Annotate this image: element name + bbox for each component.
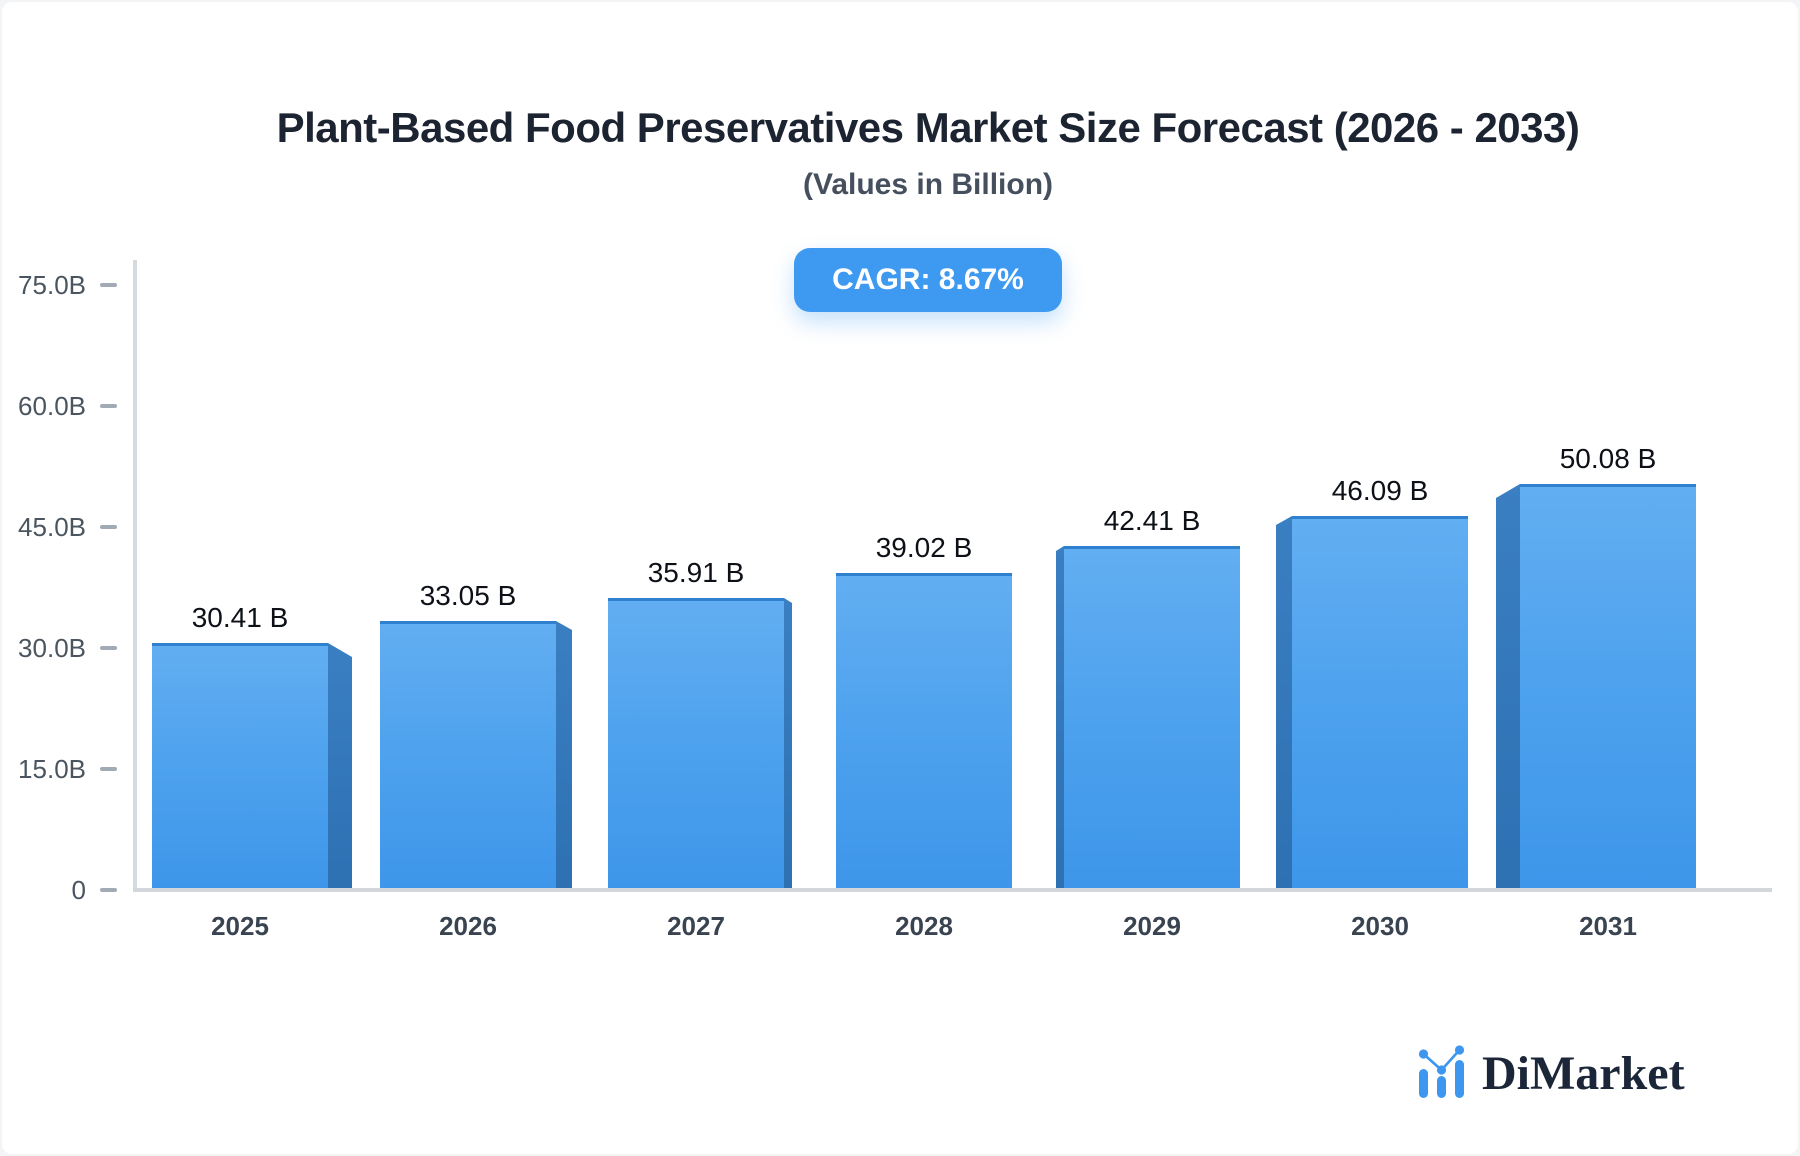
bar-2030[interactable] [1292,516,1468,888]
dimarket-logo[interactable]: DiMarket [1416,1040,1746,1100]
x-axis-label-2025: 2025 [211,911,269,941]
bar-value-label: 50.08 B [1559,443,1657,474]
bar-top-edge [1520,484,1696,487]
bar-value-label: 30.41 B [191,602,289,633]
bar-top-edge [608,598,784,601]
y-axis-tick-mark [100,404,117,408]
y-axis-tick-mark [100,283,117,287]
y-axis-tick-mark [100,767,117,771]
bar-value-label: 46.09 B [1331,475,1429,506]
bar-2028[interactable] [836,573,1012,888]
bar-2025[interactable] [152,643,328,888]
y-axis-tick-label: 30.0B [18,633,86,663]
y-axis-line [133,260,137,890]
bar-chart-logo-icon [1418,1045,1465,1098]
y-axis-tick-label: 75.0B [18,270,86,300]
bar-top-edge [380,621,556,624]
y-axis-tick-label: 60.0B [18,391,86,421]
bar-top-edge [152,643,328,646]
y-axis-tick-mark [100,646,117,650]
y-axis-tick-label: 0 [71,875,86,905]
bar-value-label: 42.41 B [1103,505,1201,536]
bar-2031[interactable] [1520,484,1696,888]
chart-header: Plant-Based Food Preservatives Market Si… [30,2,1800,312]
bar-2027[interactable] [608,598,784,888]
x-axis-label-2030: 2030 [1351,911,1409,941]
y-axis-tick-mark [100,525,117,529]
bar-side-2031 [1496,484,1520,888]
bar-side-2029 [1056,546,1064,888]
cagr-badge: CAGR: 8.67% [794,248,1062,312]
x-axis-label-2029: 2029 [1123,911,1181,941]
x-axis-label-2027: 2027 [667,911,725,941]
y-axis-tick-mark [100,888,117,892]
chart-title: Plant-Based Food Preservatives Market Si… [276,104,1580,151]
x-axis-label-2031: 2031 [1579,911,1637,941]
bar-top-edge [836,573,1012,576]
brand-name: DiMarket [1482,1047,1685,1100]
bar-top-edge [1064,546,1240,549]
bar-side-2030 [1276,516,1292,888]
x-axis-label-2028: 2028 [895,911,953,941]
bar-side-2027 [784,598,792,888]
bar-side-2025 [328,643,352,888]
x-axis-label-2026: 2026 [439,911,497,941]
chart-subtitle: (Values in Billion) [802,168,1054,201]
bar-value-label: 33.05 B [419,580,517,611]
bar-value-label: 35.91 B [647,557,745,588]
y-axis-tick-label: 15.0B [18,754,86,784]
bar-2026[interactable] [380,621,556,888]
y-axis-tick-label: 45.0B [18,512,86,542]
bar-2029[interactable] [1064,546,1240,888]
x-axis-line [133,888,1772,892]
bar-value-label: 39.02 B [875,532,973,563]
bar-top-edge [1292,516,1468,519]
bar-side-2026 [556,621,572,888]
